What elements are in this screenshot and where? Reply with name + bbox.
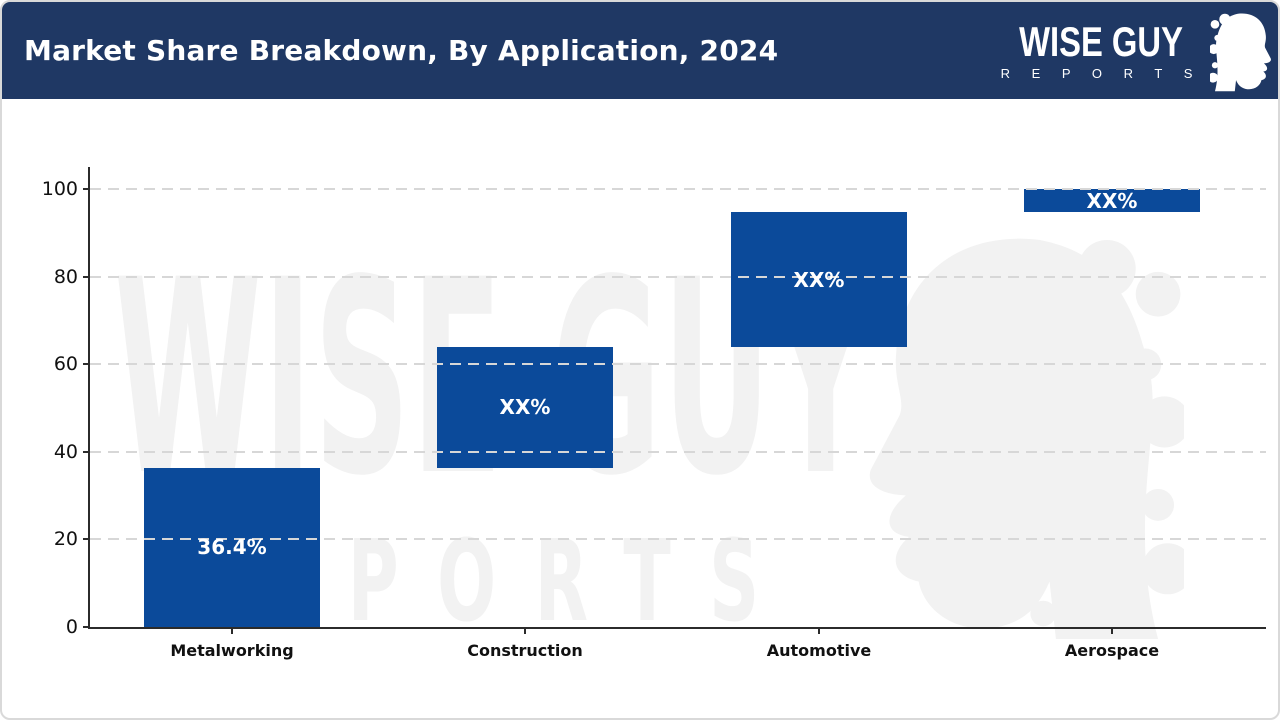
brand-subtitle: R E P O R T S (1000, 66, 1202, 81)
bar-value-label: 36.4% (197, 535, 267, 560)
brand-logo: WISE GUY R E P O R T S (996, 8, 1272, 94)
gridline-60 (90, 363, 1266, 366)
y-axis-tick-label: 40 (53, 440, 78, 463)
y-axis-spine (88, 167, 90, 629)
gridline-100 (90, 188, 1266, 190)
bar-value-label: XX% (793, 267, 845, 292)
category-label-aerospace: Aerospace (1064, 641, 1160, 660)
header-bar: Market Share Breakdown, By Application, … (2, 2, 1278, 99)
gridline-20 (90, 538, 1266, 541)
x-axis-spine (88, 627, 1266, 629)
category-label-automotive: Automotive (766, 641, 872, 660)
chart-plot-area: 36.4% XX% XX% XX% 0 20 40 60 80 100 Metalworking Co… (2, 99, 1278, 718)
bar-aerospace (1024, 189, 1200, 213)
chart-title: Market Share Breakdown, By Application, … (24, 34, 779, 67)
x-axis-tick (1111, 627, 1113, 634)
y-axis-tick (83, 626, 90, 628)
bar-metalworking (144, 467, 320, 627)
bar-construction (437, 347, 613, 468)
y-axis-tick (83, 275, 90, 278)
y-axis-tick (83, 363, 90, 366)
bar-value-label: XX% (499, 395, 551, 420)
brand-logo-text: WISE GUY R E P O R T S (996, 18, 1206, 82)
y-axis-tick (83, 538, 90, 541)
category-label-construction: Construction (467, 641, 583, 660)
x-axis-tick (524, 627, 526, 634)
gridline-40 (90, 450, 1266, 453)
brand-name: WISE GUY (1019, 18, 1183, 65)
y-axis-tick-label: 100 (41, 178, 78, 200)
brand-face-icon (1210, 13, 1271, 92)
x-axis-tick (231, 627, 233, 634)
bar-value-label: XX% (1086, 188, 1138, 213)
bar-automotive (731, 212, 907, 348)
y-axis-tick (83, 188, 90, 190)
y-axis-tick (83, 450, 90, 453)
category-label-metalworking: Metalworking (170, 641, 294, 660)
y-axis-tick-label: 80 (53, 265, 78, 288)
y-axis-tick-label: 60 (53, 353, 78, 376)
gridline-80 (90, 275, 1266, 278)
x-axis-tick (818, 627, 820, 634)
y-axis-tick-label: 0 (65, 616, 78, 638)
y-axis-tick-label: 20 (53, 528, 78, 551)
